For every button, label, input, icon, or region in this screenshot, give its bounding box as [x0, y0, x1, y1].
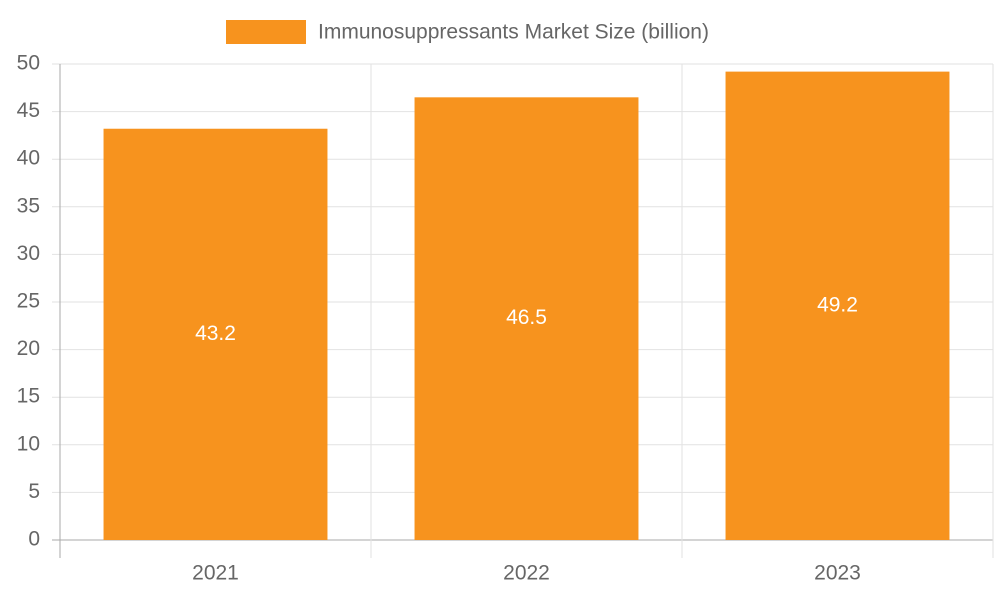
legend-swatch[interactable] [226, 20, 306, 44]
bar [103, 128, 328, 540]
y-tick-label: 0 [28, 528, 40, 551]
x-tick-label: 2023 [814, 562, 861, 585]
value-label: 46.5 [506, 306, 547, 329]
y-tick-label: 5 [28, 480, 40, 503]
y-tick-label: 15 [17, 385, 40, 408]
y-tick-label: 20 [17, 337, 40, 360]
value-label: 49.2 [817, 293, 858, 316]
y-tick-label: 30 [17, 242, 40, 265]
x-tick-label: 2021 [192, 562, 239, 585]
y-tick-label: 35 [17, 194, 40, 217]
y-tick-label: 40 [17, 147, 40, 170]
y-tick-label: 25 [17, 290, 40, 313]
y-tick-label: 10 [17, 432, 40, 455]
y-tick-label: 45 [17, 99, 40, 122]
y-tick-label: 50 [17, 52, 40, 75]
bar [414, 97, 639, 540]
value-label: 43.2 [195, 322, 236, 345]
bar [725, 71, 950, 540]
x-tick-label: 2022 [503, 562, 550, 585]
legend-label[interactable]: Immunosuppressants Market Size (billion) [318, 21, 709, 44]
